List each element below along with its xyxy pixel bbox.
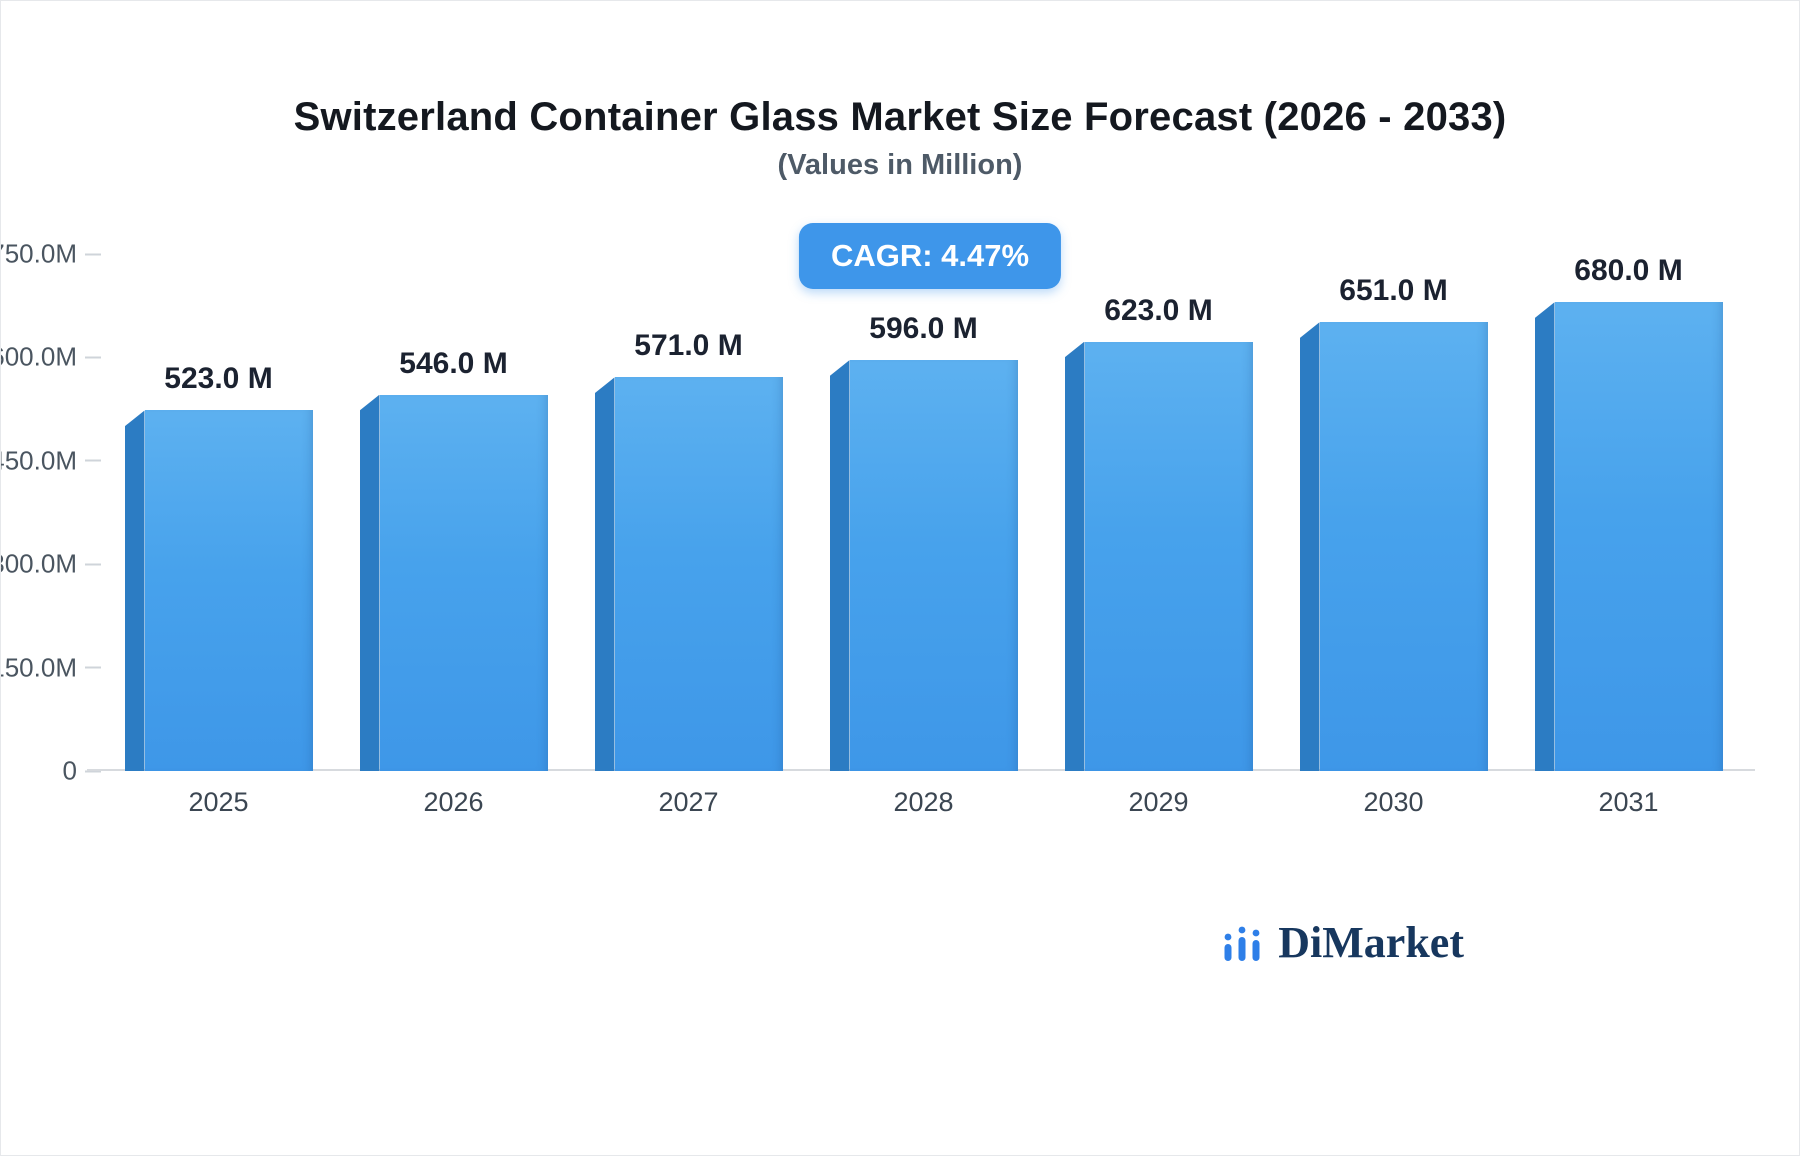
bar-side-face: [124, 410, 145, 771]
bar: [1299, 322, 1488, 771]
bar-value-label: 623.0 M: [1104, 293, 1213, 327]
bar-value-label: 571.0 M: [634, 329, 743, 363]
bar-value-label: 546.0 M: [399, 346, 508, 380]
bar-group: 680.0 M 2031: [1511, 254, 1746, 817]
x-axis-tick-label: 2028: [893, 787, 954, 817]
y-axis-tick-mark: [85, 563, 101, 566]
y-tick: 600.0M: [1, 341, 101, 373]
bar-front-face: [1084, 341, 1253, 771]
bar-series: 523.0 M 2025 546.0 M 2026 571.0 M 2027 596.0 M…: [101, 254, 1746, 817]
bar-group: 651.0 M 2030: [1276, 254, 1511, 817]
bar-front-face: [614, 377, 783, 771]
y-tick: 300.0M: [1, 548, 101, 580]
bar-group: 523.0 M 2025: [101, 254, 336, 817]
bar-side-face: [829, 360, 850, 771]
y-axis-tick-label: 600.0M: [1, 341, 77, 372]
y-tick: 150.0M: [1, 652, 101, 683]
y-axis-tick-mark: [85, 356, 101, 359]
y-axis-tick-mark: [85, 459, 101, 462]
bar-value-label: 523.0 M: [164, 362, 273, 396]
plot-area: 523.0 M 2025 546.0 M 2026 571.0 M 2027 596.0 M…: [101, 254, 1746, 817]
y-tick: 750.0M: [1, 238, 101, 270]
bar-chart-logo-icon: [1224, 926, 1260, 961]
y-tick: 450.0M: [1, 445, 101, 476]
bar-side-face: [359, 394, 380, 771]
bar-front-face: [1554, 302, 1723, 771]
bar-side-face: [1064, 341, 1085, 771]
y-axis-tick-mark: [85, 770, 101, 772]
bar-group: 623.0 M 2029: [1041, 254, 1276, 817]
bar-front-face: [379, 394, 548, 771]
y-axis-tick-mark: [85, 666, 101, 669]
bar-front-face: [1319, 322, 1488, 771]
chart-title: Switzerland Container Glass Market Size …: [293, 95, 1507, 139]
bar: [1534, 302, 1723, 771]
x-axis-tick-label: 2026: [423, 787, 484, 817]
bar: [594, 377, 783, 771]
y-axis-tick-label: 450.0M: [1, 445, 77, 476]
bar: [124, 410, 313, 771]
y-tick: 0: [63, 756, 101, 787]
x-axis-tick-label: 2029: [1128, 787, 1189, 817]
dimarket-logo: DiMarket: [1220, 919, 1464, 965]
bar-front-face: [144, 410, 313, 771]
y-axis-tick-label: 0: [62, 755, 77, 786]
y-axis-tick-label: 300.0M: [1, 548, 77, 579]
bar-value-label: 680.0 M: [1574, 254, 1683, 288]
bar-group: 571.0 M 2027: [571, 254, 806, 817]
bar: [359, 394, 548, 771]
x-axis-tick-label: 2027: [658, 787, 719, 817]
bar-side-face: [1534, 302, 1555, 771]
x-axis-tick-label: 2031: [1598, 787, 1659, 817]
bar-value-label: 596.0 M: [869, 312, 978, 346]
x-axis-tick-label: 2030: [1363, 787, 1424, 817]
bar-group: 546.0 M 2026: [336, 254, 571, 817]
bar-side-face: [594, 377, 615, 771]
chart-subtitle: (Values in Million): [777, 149, 1023, 181]
y-axis-tick-label: 750.0M: [1, 238, 77, 269]
y-axis: 750.0M 600.0M 450.0M 300.0M 150.0M 0: [1, 239, 101, 786]
bar-value-label: 651.0 M: [1339, 274, 1448, 308]
y-axis-tick-mark: [85, 253, 101, 255]
logo-text: DiMarket: [1278, 918, 1464, 967]
bar-group: 596.0 M 2028: [806, 254, 1041, 817]
cagr-badge: CAGR: 4.47%: [798, 223, 1062, 289]
y-axis-tick-label: 150.0M: [1, 652, 77, 683]
x-axis-tick-label: 2025: [188, 787, 249, 817]
bar: [1064, 341, 1253, 771]
bar-side-face: [1299, 322, 1320, 771]
bar-front-face: [849, 360, 1018, 771]
bar: [829, 360, 1018, 771]
